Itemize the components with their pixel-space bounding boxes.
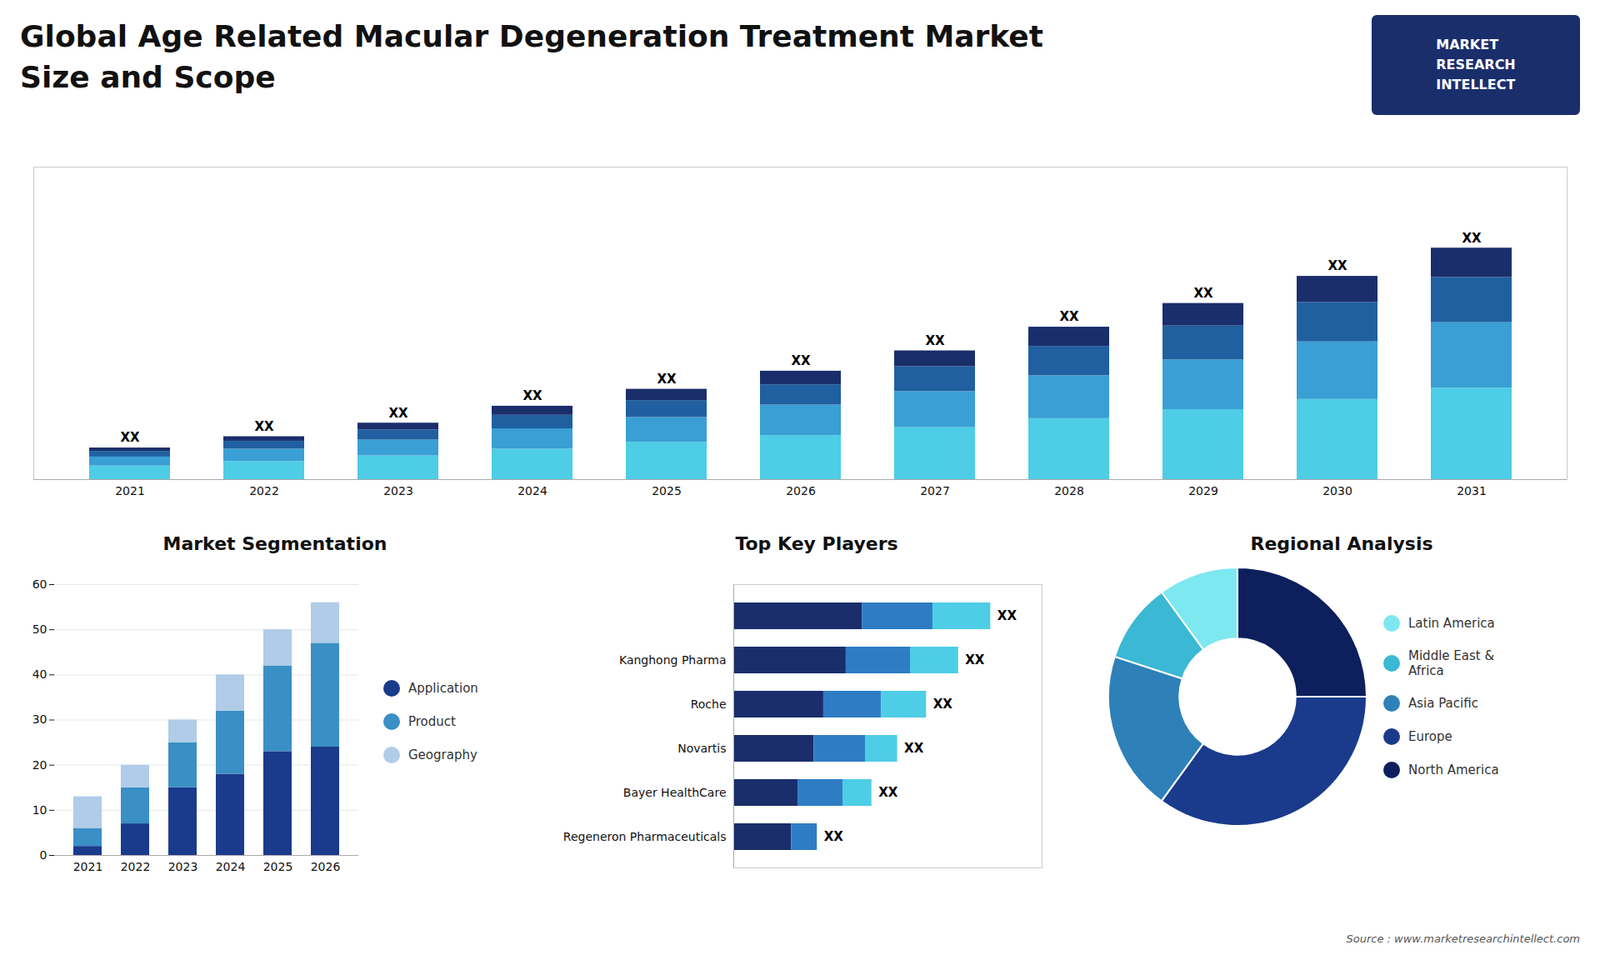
svg-text:XX: XX bbox=[790, 353, 811, 369]
svg-text:60: 60 bbox=[32, 577, 48, 591]
svg-text:XX: XX bbox=[997, 608, 1018, 624]
svg-text:Roche: Roche bbox=[690, 697, 727, 711]
svg-text:2025: 2025 bbox=[651, 484, 682, 498]
svg-text:2030: 2030 bbox=[1322, 484, 1353, 498]
svg-text:2027: 2027 bbox=[920, 484, 950, 498]
svg-text:20: 20 bbox=[32, 758, 48, 772]
svg-text:2023: 2023 bbox=[168, 860, 199, 874]
svg-text:XX: XX bbox=[904, 740, 925, 756]
svg-text:50: 50 bbox=[32, 622, 48, 636]
svg-text:XX: XX bbox=[1461, 230, 1482, 246]
svg-text:2021: 2021 bbox=[115, 484, 145, 498]
svg-text:40: 40 bbox=[32, 667, 48, 681]
svg-text:0: 0 bbox=[40, 848, 48, 862]
svg-text:Novartis: Novartis bbox=[677, 741, 726, 755]
svg-text:XX: XX bbox=[656, 371, 677, 387]
html-text:Europe: Europe bbox=[1408, 729, 1453, 745]
html-text:Market Segmentation: Market Segmentation bbox=[162, 533, 388, 555]
html-text:MARKET RESEARCH INTELLECT: MARKET RESEARCH INTELLECT bbox=[1436, 36, 1516, 93]
svg-text:2029: 2029 bbox=[1188, 484, 1219, 498]
svg-text:10: 10 bbox=[32, 803, 48, 817]
svg-text:2022: 2022 bbox=[120, 860, 151, 874]
svg-text:2031: 2031 bbox=[1456, 484, 1487, 498]
html-text:Application: Application bbox=[408, 680, 479, 696]
svg-text:2025: 2025 bbox=[263, 860, 294, 874]
html-text:Latin America: Latin America bbox=[1408, 615, 1495, 631]
html-text:Asia Pacific: Asia Pacific bbox=[1408, 695, 1479, 711]
svg-text:2024: 2024 bbox=[517, 484, 548, 498]
html-text:North America: North America bbox=[1408, 762, 1499, 778]
svg-text:XX: XX bbox=[388, 405, 409, 421]
svg-text:Regeneron Pharmaceuticals: Regeneron Pharmaceuticals bbox=[563, 830, 727, 844]
svg-text:XX: XX bbox=[1193, 285, 1214, 301]
html-text:Source : www.marketresearchint: Source : www.marketresearchintellect.com bbox=[1346, 932, 1580, 945]
svg-text:2022: 2022 bbox=[249, 484, 280, 498]
svg-text:XX: XX bbox=[925, 333, 945, 349]
svg-text:2021: 2021 bbox=[73, 860, 104, 874]
svg-text:2026: 2026 bbox=[785, 484, 816, 498]
svg-text:XX: XX bbox=[1327, 258, 1348, 274]
svg-text:2026: 2026 bbox=[310, 860, 341, 874]
svg-text:XX: XX bbox=[933, 696, 954, 712]
svg-text:XX: XX bbox=[1059, 309, 1080, 325]
html-text:Regional Analysis: Regional Analysis bbox=[1250, 533, 1433, 555]
svg-text:XX: XX bbox=[254, 419, 275, 435]
svg-text:XX: XX bbox=[965, 652, 985, 668]
svg-text:2023: 2023 bbox=[383, 484, 414, 498]
svg-text:30: 30 bbox=[32, 712, 48, 726]
html-text:Middle East & Africa: Middle East & Africa bbox=[1408, 648, 1495, 679]
svg-text:2028: 2028 bbox=[1054, 484, 1085, 498]
svg-text:XX: XX bbox=[522, 388, 543, 404]
html-text:Global Age Related Macular Deg: Global Age Related Macular Degeneration … bbox=[20, 19, 1044, 94]
svg-text:XX: XX bbox=[120, 430, 140, 445]
svg-text:XX: XX bbox=[824, 829, 845, 845]
html-text:Top Key Players: Top Key Players bbox=[735, 533, 898, 555]
html-text:Product: Product bbox=[408, 714, 456, 730]
svg-text:2024: 2024 bbox=[215, 860, 246, 874]
html-text:Geography: Geography bbox=[408, 747, 478, 763]
svg-text:Bayer HealthCare: Bayer HealthCare bbox=[623, 785, 727, 800]
svg-text:XX: XX bbox=[878, 785, 899, 800]
svg-text:Kanghong Pharma: Kanghong Pharma bbox=[619, 653, 727, 667]
